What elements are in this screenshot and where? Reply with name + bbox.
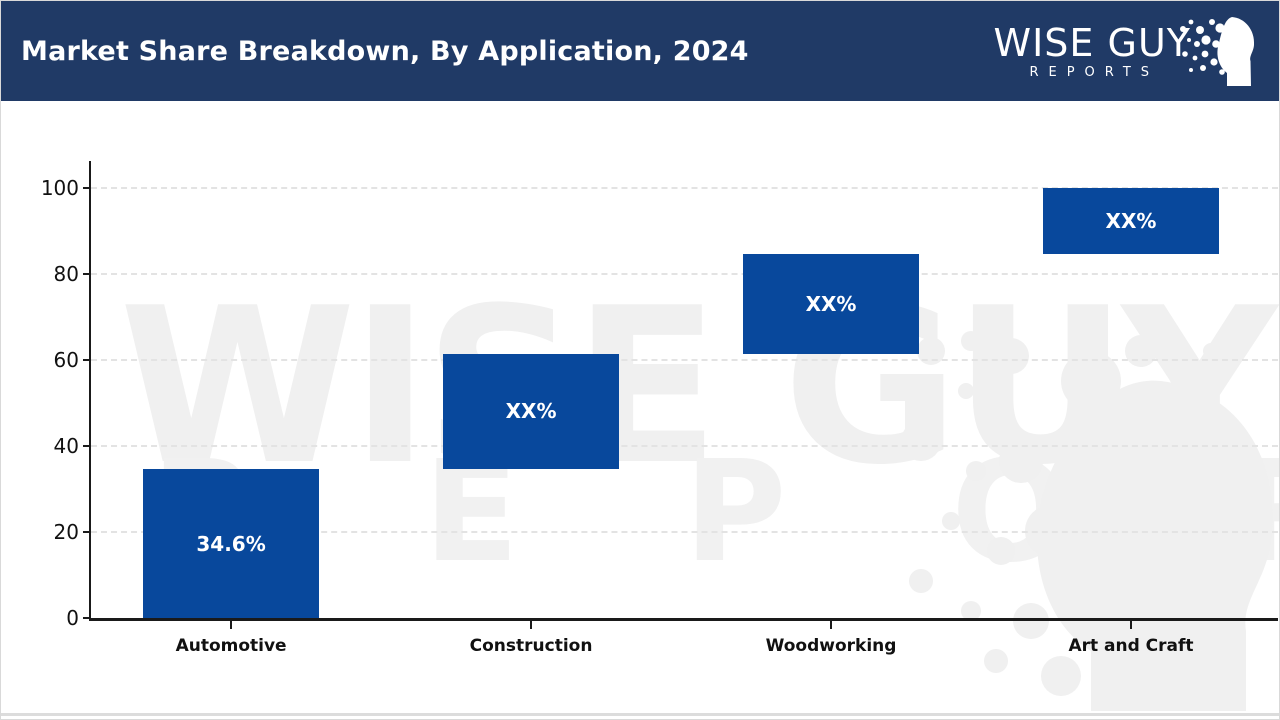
x-tick: [830, 621, 833, 629]
watermark-head-dots: [901, 331, 1273, 711]
x-tick-label: Construction: [469, 636, 593, 656]
y-tick: [83, 531, 91, 533]
x-tick-label: Art and Craft: [1068, 636, 1194, 656]
footer-line: [1, 713, 1279, 716]
gridline: [91, 273, 1278, 275]
x-tick: [530, 621, 533, 629]
y-tick: [83, 617, 91, 619]
bar-label: XX%: [505, 399, 557, 424]
bar-label: 34.6%: [196, 531, 266, 556]
y-tick: [83, 359, 91, 361]
logo-head-icon: [1180, 17, 1255, 86]
x-tick: [230, 621, 233, 629]
y-axis-line: [89, 161, 91, 620]
gridline: [91, 187, 1278, 189]
gridline: [91, 445, 1278, 447]
logo: WISE GUY REPORTS: [994, 13, 1259, 89]
x-axis-line: [89, 618, 1278, 621]
bar: XX%: [443, 353, 620, 470]
bar: XX%: [1043, 188, 1219, 255]
y-tick: [83, 187, 91, 189]
logo-reports-text: REPORTS: [1029, 64, 1160, 80]
logo-wiseguy-text: WISE GUY: [993, 20, 1191, 65]
gridline: [91, 531, 1278, 533]
x-tick-label: Automotive: [175, 636, 287, 656]
plot-area: 0 20 40 60 80 100 34.6% Automotive XX% Constructi…: [1, 101, 1279, 718]
gridline: [91, 359, 1278, 361]
header: Market Share Breakdown, By Application, …: [1, 1, 1279, 101]
y-tick-label: 20: [53, 520, 79, 544]
x-tick: [1130, 621, 1132, 629]
y-tick-label: 60: [53, 348, 79, 372]
y-tick: [83, 445, 91, 447]
x-tick-label: Woodworking: [765, 636, 897, 656]
bar: 34.6%: [143, 469, 320, 618]
y-tick-label: 40: [53, 434, 79, 458]
y-tick: [83, 273, 91, 275]
logo-text: WISE GUY REPORTS: [994, 24, 1191, 79]
page-title: Market Share Breakdown, By Application, …: [21, 35, 749, 67]
chart-area: WISE GUY R E P O R T S 02040608010034.6%…: [1, 101, 1279, 718]
y-tick-label: 80: [53, 262, 79, 286]
bar-label: XX%: [1105, 209, 1157, 234]
y-tick-label: 100: [40, 176, 79, 200]
y-tick-label: 0: [66, 606, 79, 630]
bar-label: XX%: [805, 291, 857, 316]
bar: XX%: [743, 254, 920, 354]
